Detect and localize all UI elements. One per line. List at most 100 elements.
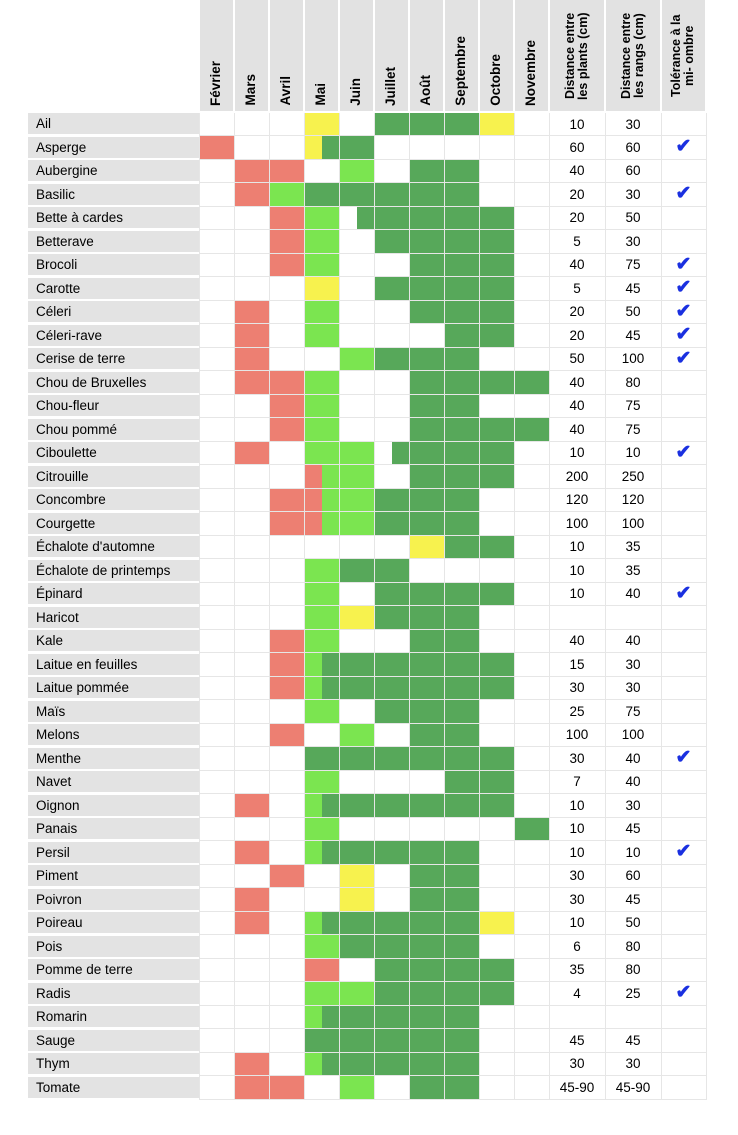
calendar-cell[interactable] [338,1004,375,1029]
calendar-cell[interactable] [443,323,480,348]
table-row[interactable]: Oignon 10 30 [0,793,707,818]
tolerance-cell[interactable] [660,393,707,418]
calendar-cell[interactable] [443,863,480,888]
calendar-cell[interactable] [443,464,480,489]
header-month-novembre[interactable]: Novembre [513,0,550,113]
calendar-cell[interactable] [233,1028,270,1053]
header-month-juillet[interactable]: Juillet [373,0,410,113]
calendar-cell[interactable] [513,299,550,324]
calendar-cell[interactable] [233,1075,270,1100]
calendar-cell[interactable] [373,1051,410,1076]
calendar-cell[interactable] [443,887,480,912]
calendar-cell[interactable] [198,393,235,418]
table-row[interactable]: Thym 30 30 [0,1051,707,1076]
calendar-cell[interactable] [268,1028,305,1053]
row-label-cell[interactable]: Chou de Bruxelles [0,370,199,394]
row-label-cell[interactable]: Céleri [0,300,199,324]
row-label-cell[interactable]: Pomme de terre [0,958,199,982]
calendar-cell[interactable] [478,440,515,465]
calendar-cell[interactable] [443,581,480,606]
table-row[interactable]: Échalote d'automne 10 35 [0,534,707,559]
calendar-cell[interactable] [233,722,270,747]
calendar-cell[interactable] [303,487,340,512]
tolerance-cell[interactable] [660,464,707,489]
calendar-cell[interactable] [513,910,550,935]
calendar-cell[interactable] [303,417,340,442]
calendar-cell[interactable] [373,934,410,959]
tolerance-cell[interactable] [660,534,707,559]
calendar-cell[interactable] [268,722,305,747]
calendar-cell[interactable] [443,487,480,512]
calendar-cell[interactable] [443,981,480,1006]
tolerance-cell[interactable]: ✔ [660,299,707,324]
calendar-cell[interactable] [233,1004,270,1029]
tolerance-cell[interactable] [660,1075,707,1100]
calendar-cell[interactable] [198,346,235,371]
table-row[interactable]: Asperge 60 60 ✔ [0,135,707,160]
calendar-cell[interactable] [478,934,515,959]
tolerance-cell[interactable] [660,910,707,935]
calendar-cell[interactable] [443,558,480,583]
header-month-aot[interactable]: Août [408,0,445,113]
calendar-cell[interactable] [373,605,410,630]
table-row[interactable]: Radis 4 25 ✔ [0,981,707,1006]
calendar-cell[interactable] [268,393,305,418]
calendar-cell[interactable] [478,793,515,818]
calendar-cell[interactable] [338,440,375,465]
calendar-cell[interactable] [478,652,515,677]
calendar-cell[interactable] [373,276,410,301]
calendar-cell[interactable] [408,346,445,371]
calendar-cell[interactable] [408,370,445,395]
calendar-cell[interactable] [198,464,235,489]
tolerance-cell[interactable] [660,511,707,536]
calendar-cell[interactable] [233,323,270,348]
calendar-cell[interactable] [303,252,340,277]
row-label-cell[interactable]: Basilic [0,182,199,206]
calendar-cell[interactable] [233,1051,270,1076]
calendar-cell[interactable] [338,652,375,677]
calendar-cell[interactable] [513,887,550,912]
calendar-cell[interactable] [443,793,480,818]
calendar-cell[interactable] [443,229,480,254]
calendar-cell[interactable] [408,417,445,442]
calendar-cell[interactable] [303,840,340,865]
calendar-cell[interactable] [198,675,235,700]
calendar-cell[interactable] [233,299,270,324]
table-row[interactable]: Courgette 100 100 [0,511,707,536]
tolerance-cell[interactable]: ✔ [660,440,707,465]
calendar-cell[interactable] [233,769,270,794]
calendar-cell[interactable] [373,746,410,771]
calendar-cell[interactable] [373,816,410,841]
calendar-cell[interactable] [338,111,375,136]
table-row[interactable]: Navet 7 40 [0,769,707,794]
row-label-cell[interactable]: Citrouille [0,464,199,488]
calendar-cell[interactable] [198,981,235,1006]
calendar-cell[interactable] [513,487,550,512]
tolerance-cell[interactable] [660,957,707,982]
calendar-cell[interactable] [303,581,340,606]
table-row[interactable]: Persil 10 10 ✔ [0,840,707,865]
row-label-cell[interactable]: Tomate [0,1075,199,1099]
calendar-cell[interactable] [338,417,375,442]
calendar-cell[interactable] [373,511,410,536]
calendar-cell[interactable] [233,276,270,301]
calendar-cell[interactable] [268,1004,305,1029]
calendar-cell[interactable] [408,252,445,277]
calendar-cell[interactable] [408,887,445,912]
tolerance-cell[interactable] [660,699,707,724]
calendar-cell[interactable] [338,746,375,771]
calendar-cell[interactable] [478,299,515,324]
table-row[interactable]: Melons 100 100 [0,722,707,747]
calendar-cell[interactable] [268,652,305,677]
calendar-cell[interactable] [268,769,305,794]
calendar-cell[interactable] [268,299,305,324]
tolerance-cell[interactable] [660,887,707,912]
calendar-cell[interactable] [198,252,235,277]
calendar-cell[interactable] [408,1051,445,1076]
calendar-cell[interactable] [338,346,375,371]
calendar-cell[interactable] [373,323,410,348]
calendar-cell[interactable] [443,746,480,771]
calendar-cell[interactable] [233,957,270,982]
calendar-cell[interactable] [513,205,550,230]
calendar-cell[interactable] [513,393,550,418]
